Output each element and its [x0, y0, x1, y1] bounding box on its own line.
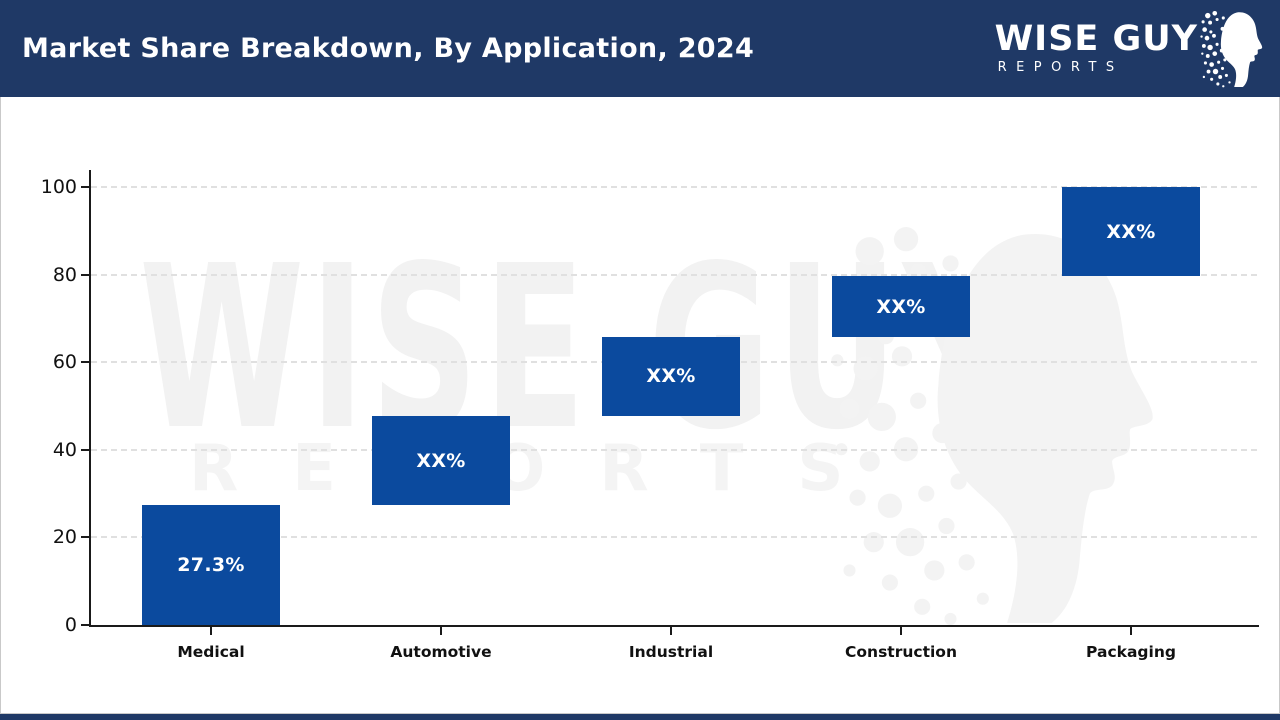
x-category-label: Medical	[121, 643, 301, 661]
bar-medical: 27.3%	[142, 505, 280, 625]
bar-value-label: XX%	[1106, 221, 1155, 243]
y-tick-label: 0	[29, 613, 77, 637]
y-tick-label: 40	[29, 438, 77, 462]
x-tick-mark	[440, 627, 442, 635]
watermark-text-1: WISE GUY	[139, 237, 1017, 462]
gridline	[91, 449, 1257, 451]
y-tick-mark	[81, 361, 89, 363]
y-tick-label: 100	[29, 175, 77, 199]
x-category-label: Industrial	[581, 643, 761, 661]
x-tick-mark	[670, 627, 672, 635]
y-tick-mark	[81, 274, 89, 276]
x-category-label: Packaging	[1041, 643, 1221, 661]
footer-bar	[0, 714, 1280, 720]
y-tick-mark	[81, 624, 89, 626]
plot-area: WISE GUY REPORTS 0 20 40 60 80 100 Medical Auto…	[0, 97, 1280, 714]
logo-subtitle: REPORTS	[995, 60, 1124, 75]
bar-value-label: XX%	[646, 365, 695, 387]
bar-value-label: XX%	[416, 450, 465, 472]
logo-head-icon	[1200, 9, 1266, 89]
y-tick-label: 60	[29, 350, 77, 374]
bar-value-label: XX%	[876, 296, 925, 318]
watermark-text-2: REPORTS	[189, 437, 897, 501]
y-tick-label: 80	[29, 263, 77, 287]
logo-text: WISE GUY REPORTS	[995, 22, 1198, 75]
bar-automotive: XX%	[372, 416, 510, 506]
logo-wordmark: WISE GUY	[995, 22, 1198, 57]
chart-title: Market Share Breakdown, By Application, …	[0, 33, 754, 64]
wise-guy-logo: WISE GUY REPORTS	[995, 9, 1280, 89]
x-tick-mark	[1130, 627, 1132, 635]
bar-value-label: 27.3%	[177, 554, 244, 576]
bar-packaging: XX%	[1062, 187, 1200, 276]
y-tick-label: 20	[29, 525, 77, 549]
x-tick-mark	[210, 627, 212, 635]
bar-industrial: XX%	[602, 337, 740, 416]
x-category-label: Construction	[811, 643, 991, 661]
x-axis-line	[89, 625, 1259, 627]
y-tick-mark	[81, 186, 89, 188]
x-category-label: Automotive	[351, 643, 531, 661]
bar-construction: XX%	[832, 276, 970, 336]
y-axis-line	[89, 170, 91, 627]
x-tick-mark	[900, 627, 902, 635]
y-tick-mark	[81, 536, 89, 538]
y-tick-mark	[81, 449, 89, 451]
header-bar: Market Share Breakdown, By Application, …	[0, 0, 1280, 97]
